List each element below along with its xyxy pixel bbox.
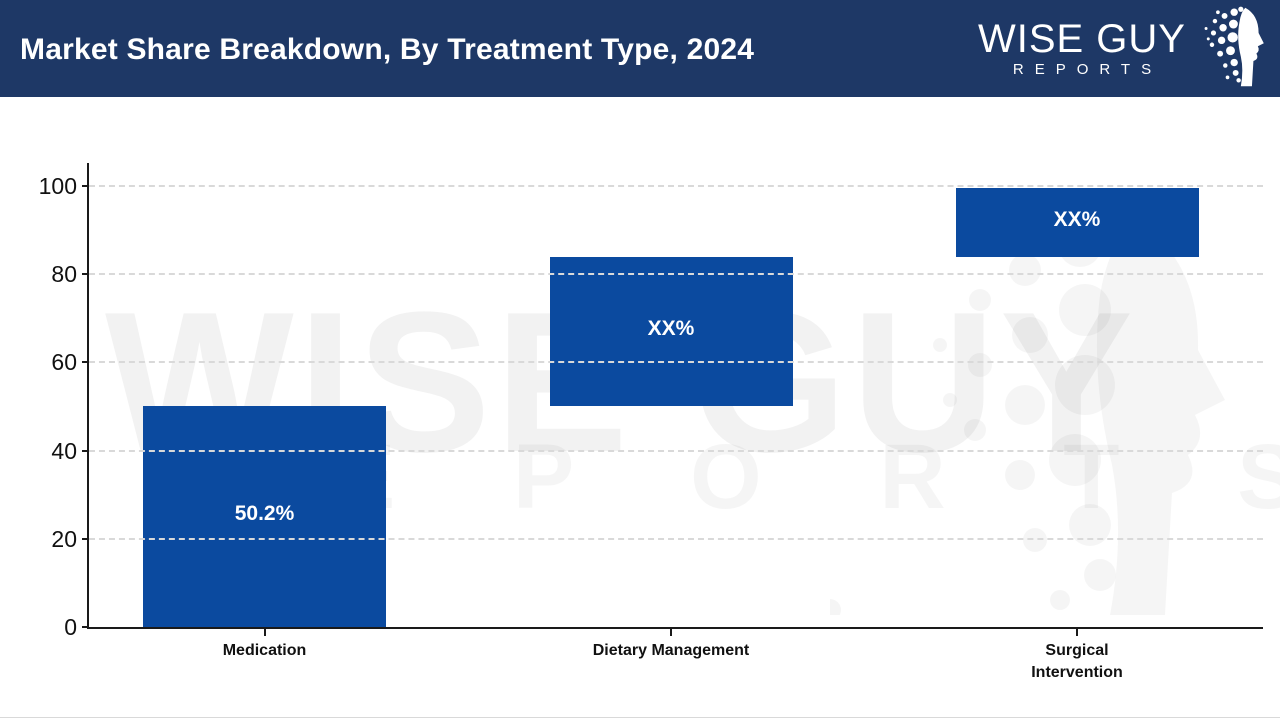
y-tick-40: [82, 449, 89, 452]
x-axis-line: [87, 627, 1263, 629]
y-axis-line: [87, 163, 89, 629]
gridline-80: [89, 273, 1263, 276]
x-tick-1: [670, 629, 672, 636]
bar-value-label: XX%: [1053, 208, 1101, 232]
y-tick-60: [82, 361, 89, 364]
y-tick-label-60: 60: [51, 349, 77, 376]
gridline-100: [89, 185, 1263, 187]
bar-medication[interactable]: [143, 405, 386, 627]
y-tick-label-20: 20: [51, 525, 77, 552]
header-band: Market Share Breakdown, By Treatment Typ…: [0, 0, 1280, 97]
gridline-40: [89, 449, 1263, 452]
gridline-20: [89, 537, 1263, 540]
logo-subtitle: REPORTS: [1012, 60, 1163, 78]
chart-title: Market Share Breakdown, By Treatment Typ…: [20, 33, 755, 66]
y-tick-20: [82, 537, 89, 540]
gridline-60: [89, 361, 1263, 364]
x-tick-2: [1076, 629, 1078, 636]
y-tick-label-100: 100: [38, 173, 77, 199]
bar-value-label: XX%: [647, 317, 695, 341]
y-tick-80: [82, 273, 89, 276]
y-tick-label-40: 40: [51, 437, 77, 464]
dotted-head-icon: [1204, 6, 1264, 87]
watermark-head-icon: [830, 217, 1225, 615]
y-tick-label-80: 80: [51, 261, 77, 288]
x-tick-0: [263, 629, 266, 636]
logo-wordmark: WISE GUY: [977, 16, 1186, 61]
bar-surgical-intervention[interactable]: [955, 188, 1199, 257]
category-label-2: Surgical Intervention: [1031, 642, 1123, 681]
y-tick-label-0: 0: [64, 614, 77, 640]
bar-dietary-management[interactable]: [549, 256, 793, 406]
wise-guy-reports-logo: WISE GUY REPORTS: [978, 6, 1266, 88]
category-label-1: Dietary Management: [592, 642, 750, 659]
category-label-0: Medication: [222, 642, 307, 659]
footer-divider: [0, 717, 1280, 718]
bar-value-label: 50.2%: [234, 502, 295, 526]
y-tick-0: [82, 626, 89, 628]
y-tick-100: [82, 185, 89, 187]
logo-text: WISE GUY REPORTS: [978, 17, 1186, 78]
